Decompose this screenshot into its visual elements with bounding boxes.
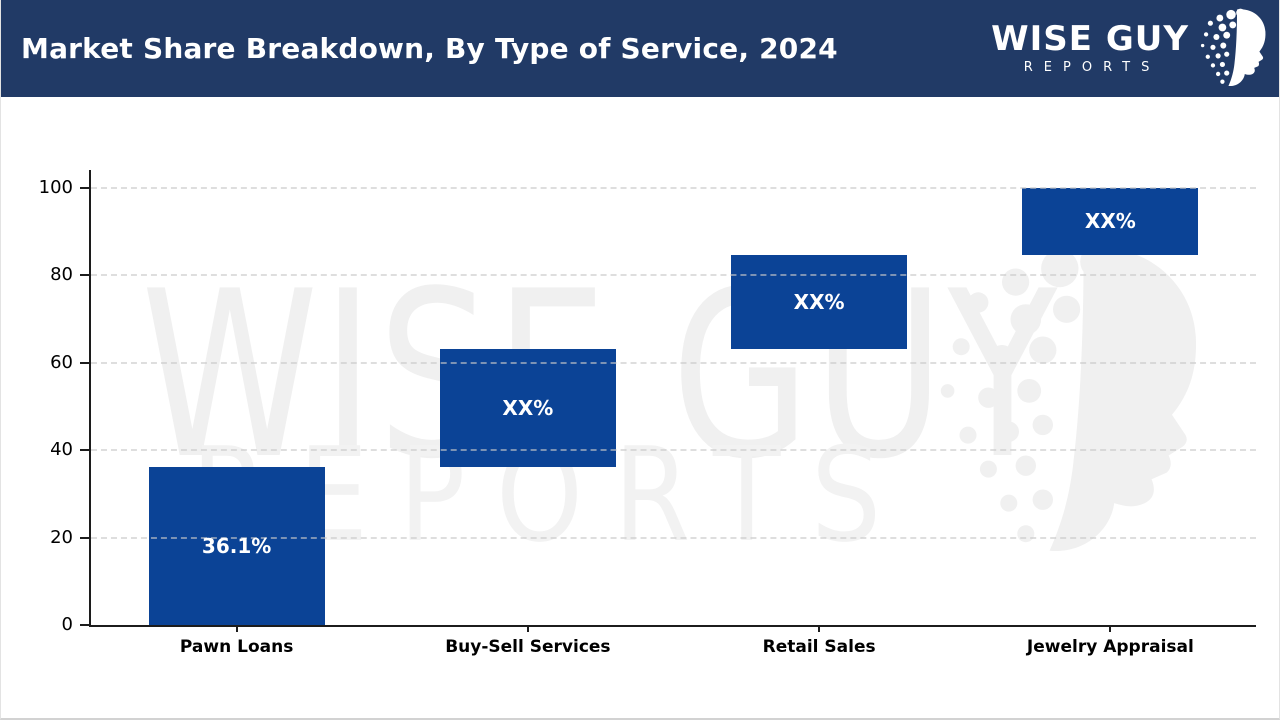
bar-value-label: XX% xyxy=(793,289,845,314)
gridline xyxy=(91,536,1256,539)
x-tick xyxy=(526,625,529,632)
x-axis-label: Jewelry Appraisal xyxy=(1026,637,1194,657)
y-tick xyxy=(80,624,89,626)
y-tick xyxy=(80,536,89,539)
dotted-head-icon xyxy=(1200,8,1266,86)
y-tick-label: 60 xyxy=(50,351,73,373)
bar xyxy=(731,254,908,349)
logo-subtitle: REPORTS xyxy=(1023,60,1161,75)
gridline xyxy=(91,449,1256,451)
bar-value-label: XX% xyxy=(502,395,554,420)
bar xyxy=(439,348,616,468)
y-tick-label: 80 xyxy=(50,264,73,285)
x-tick xyxy=(235,625,238,632)
x-axis-label: Buy-Sell Services xyxy=(445,637,611,657)
y-tick-label: 40 xyxy=(50,439,73,460)
x-tick xyxy=(818,625,821,632)
gridline xyxy=(91,361,1256,364)
y-tick xyxy=(80,274,89,276)
x-tick xyxy=(1109,625,1112,632)
logo-text: WISE GUY REPORTS xyxy=(991,22,1189,75)
x-axis-label: Pawn Loans xyxy=(179,637,294,657)
y-tick xyxy=(80,449,89,451)
bar-value-label: 36.1% xyxy=(201,534,272,559)
bar-value-label: XX% xyxy=(1084,209,1136,234)
bar xyxy=(148,467,325,625)
gridline xyxy=(91,274,1256,276)
y-tick-label: 20 xyxy=(50,526,73,548)
header: Market Share Breakdown, By Type of Servi… xyxy=(1,0,1279,97)
y-tick xyxy=(80,361,89,364)
plot-area: 0 20 40 60 80 100 36.1% Pawn Loans XX% Buy-Sell S… xyxy=(39,170,1256,657)
y-tick xyxy=(80,186,89,189)
logo-wordmark: WISE GUY xyxy=(991,19,1189,59)
gridline xyxy=(91,186,1256,189)
bar xyxy=(1022,187,1199,255)
chart-title: Market Share Breakdown, By Type of Servi… xyxy=(21,32,838,65)
wise-guy-reports-logo: WISE GUY REPORTS xyxy=(991,6,1269,92)
y-tick-label: 100 xyxy=(38,176,73,198)
x-axis-label: Retail Sales xyxy=(762,637,876,657)
y-tick-label: 0 xyxy=(61,614,73,635)
